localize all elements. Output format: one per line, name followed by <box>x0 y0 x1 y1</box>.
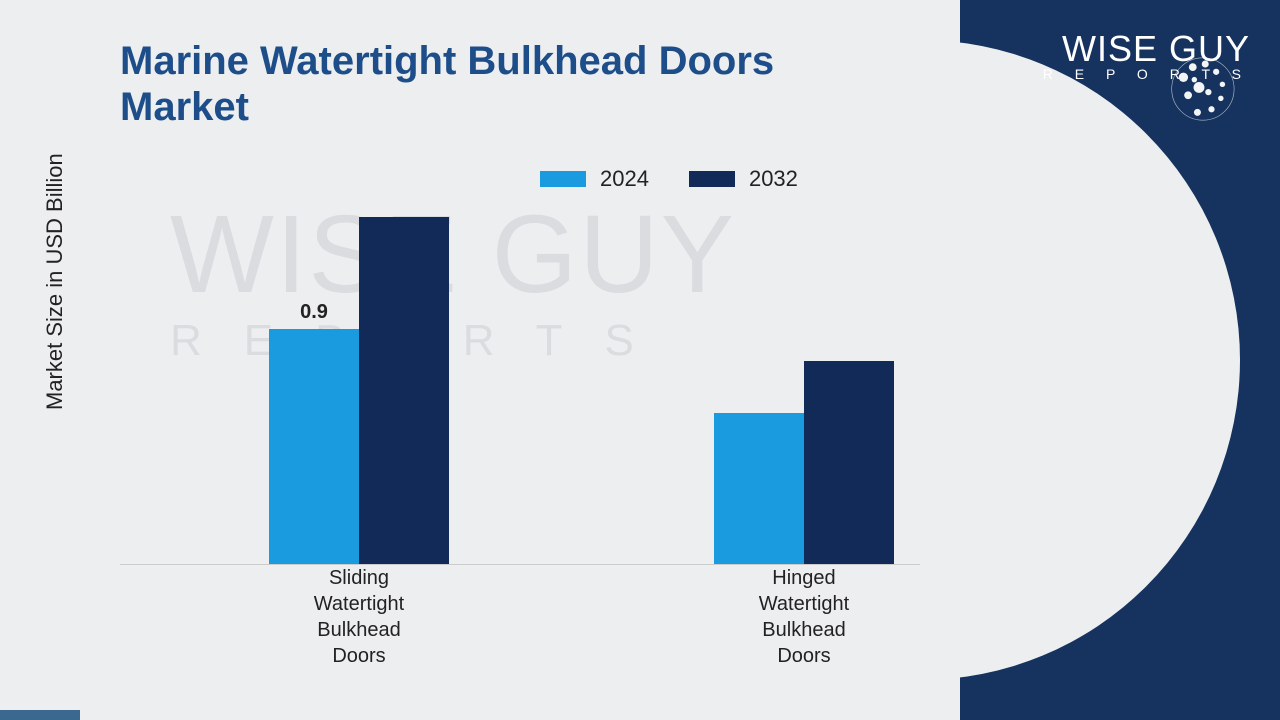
logo-head-icon <box>1160 50 1238 128</box>
x-axis-category-label: SlidingWatertightBulkheadDoors <box>289 565 429 669</box>
legend-swatch <box>689 171 735 187</box>
bar-value-label: 0.9 <box>300 301 328 324</box>
x-axis-category-label: HingedWatertightBulkheadDoors <box>734 565 874 669</box>
brand-logo: WISE GUY R E P O R T S <box>1043 28 1250 82</box>
bar-group: 0.9 <box>269 217 449 564</box>
chart-bar: 0.9 <box>269 329 359 564</box>
legend-label: 2024 <box>600 166 649 192</box>
decorative-bottom-bar <box>0 710 80 720</box>
bar-group <box>714 361 894 564</box>
legend-label: 2032 <box>749 166 798 192</box>
legend-swatch <box>540 171 586 187</box>
chart-title: Marine Watertight Bulkhead Doors Market <box>120 38 800 130</box>
legend-item: 2032 <box>689 166 798 192</box>
chart-bar <box>804 361 894 564</box>
legend-item: 2024 <box>540 166 649 192</box>
chart-plot-area: 0.9 <box>120 200 920 565</box>
y-axis-label: Market Size in USD Billion <box>42 153 68 410</box>
chart-legend: 2024 2032 <box>540 166 798 192</box>
chart-bar <box>359 217 449 564</box>
chart-bar <box>714 413 804 564</box>
